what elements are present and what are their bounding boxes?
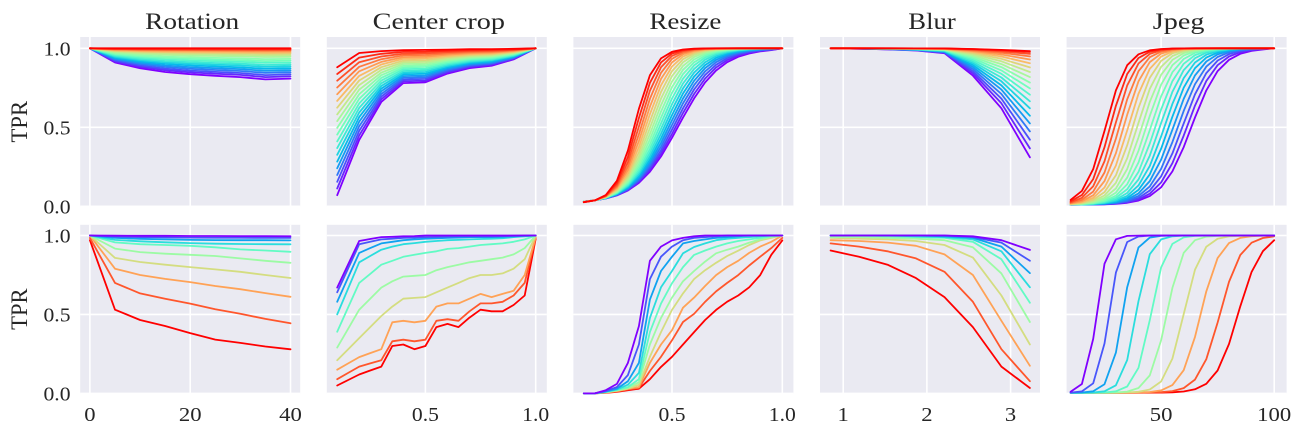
svg-text:3: 3 [1005, 404, 1016, 426]
svg-text:1.0: 1.0 [769, 404, 796, 426]
svg-text:40: 40 [279, 404, 302, 426]
svg-text:1.0: 1.0 [44, 38, 71, 60]
svg-text:Jpeg: Jpeg [1153, 9, 1205, 35]
svg-text:20: 20 [179, 404, 202, 426]
svg-text:1.0: 1.0 [44, 226, 71, 248]
svg-text:TPR: TPR [7, 101, 33, 143]
svg-text:0.0: 0.0 [44, 384, 71, 406]
svg-text:0.5: 0.5 [659, 404, 686, 426]
svg-text:Center crop: Center crop [373, 9, 505, 35]
svg-text:0.5: 0.5 [44, 305, 71, 327]
svg-text:100: 100 [1257, 404, 1291, 426]
svg-text:Blur: Blur [908, 9, 956, 35]
svg-text:Resize: Resize [649, 9, 721, 35]
svg-text:0: 0 [84, 404, 95, 426]
svg-text:0.5: 0.5 [44, 117, 71, 139]
svg-text:1.0: 1.0 [522, 404, 549, 426]
svg-text:0.5: 0.5 [412, 404, 439, 426]
svg-text:2: 2 [921, 404, 932, 426]
svg-text:0.0: 0.0 [44, 196, 71, 218]
svg-text:Rotation: Rotation [145, 9, 239, 35]
svg-text:TPR: TPR [7, 288, 33, 330]
svg-text:50: 50 [1150, 404, 1173, 426]
svg-text:1: 1 [838, 404, 849, 426]
